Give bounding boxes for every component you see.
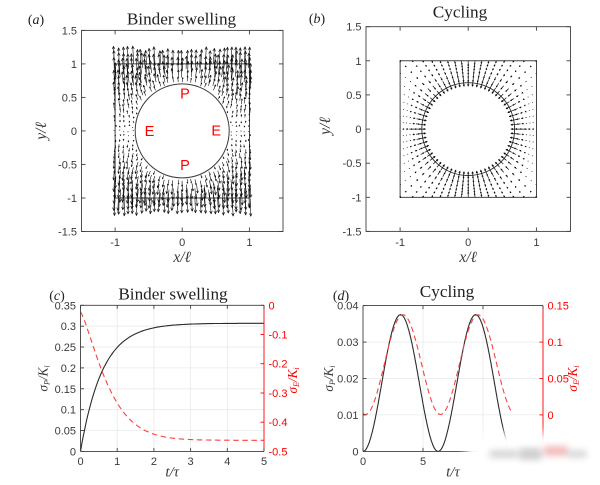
svg-text:σE/Ki: σE/Ki — [285, 367, 301, 393]
svg-text:0: 0 — [269, 300, 275, 312]
svg-text:1: 1 — [71, 59, 77, 71]
svg-text:1: 1 — [533, 237, 539, 249]
svg-text:0.35: 0.35 — [55, 300, 76, 312]
svg-text:P: P — [180, 158, 190, 174]
svg-text:-1: -1 — [352, 192, 362, 204]
svg-text:-1.5: -1.5 — [58, 227, 77, 239]
svg-text:σP/Ki: σP/Ki — [321, 365, 337, 391]
svg-text:P: P — [180, 87, 190, 103]
svg-text:E: E — [145, 124, 155, 140]
svg-text:0.1: 0.1 — [548, 337, 563, 349]
svg-text:-1: -1 — [110, 237, 120, 249]
svg-text:0: 0 — [465, 237, 471, 249]
svg-text:-0.2: -0.2 — [269, 359, 288, 371]
svg-text:-1: -1 — [67, 193, 77, 205]
svg-text:0.04: 0.04 — [337, 301, 358, 313]
svg-text:0.3: 0.3 — [61, 321, 76, 333]
svg-text:y/ℓ: y/ℓ — [317, 117, 334, 137]
svg-text:-0.3: -0.3 — [269, 388, 288, 400]
svg-text:(c): (c) — [49, 289, 65, 304]
svg-text:Binder swelling: Binder swelling — [127, 10, 237, 29]
svg-text:-0.5: -0.5 — [343, 158, 362, 170]
svg-text:0.1: 0.1 — [61, 405, 76, 417]
svg-text:0: 0 — [352, 446, 358, 458]
svg-text:0: 0 — [548, 410, 554, 422]
svg-text:1.5: 1.5 — [62, 25, 77, 37]
svg-text:0.25: 0.25 — [55, 342, 76, 354]
svg-text:σE/Ki: σE/Ki — [565, 365, 581, 391]
svg-text:2: 2 — [151, 456, 157, 468]
svg-text:(d): (d) — [333, 289, 350, 304]
svg-text:x/ℓ: x/ℓ — [458, 249, 477, 266]
svg-text:0.2: 0.2 — [61, 363, 76, 375]
svg-text:0.15: 0.15 — [548, 301, 569, 313]
svg-text:0.5: 0.5 — [346, 90, 361, 102]
svg-text:(a): (a) — [28, 13, 45, 28]
svg-text:0: 0 — [71, 126, 77, 138]
svg-text:-0.5: -0.5 — [269, 446, 288, 458]
svg-text:-0.4: -0.4 — [269, 417, 288, 429]
svg-text:0.05: 0.05 — [548, 374, 569, 386]
svg-text:0: 0 — [70, 446, 76, 458]
svg-text:3: 3 — [188, 456, 194, 468]
svg-text:0: 0 — [179, 237, 185, 249]
svg-text:0.01: 0.01 — [337, 410, 358, 422]
svg-text:5: 5 — [420, 456, 426, 468]
svg-text:x/ℓ: x/ℓ — [172, 249, 191, 266]
svg-text:0.5: 0.5 — [62, 92, 77, 104]
svg-text:(b): (b) — [309, 12, 326, 27]
svg-text:5: 5 — [261, 456, 267, 468]
svg-text:t/τ: t/τ — [446, 464, 460, 480]
svg-text:E: E — [211, 123, 221, 139]
svg-text:1: 1 — [246, 237, 252, 249]
svg-text:0: 0 — [360, 456, 366, 468]
svg-text:0: 0 — [355, 124, 361, 136]
svg-text:1.5: 1.5 — [346, 22, 361, 34]
svg-text:σP/Ki: σP/Ki — [36, 365, 52, 391]
svg-text:Cycling: Cycling — [420, 282, 475, 301]
svg-text:Cycling: Cycling — [433, 3, 488, 22]
svg-text:0: 0 — [77, 456, 83, 468]
svg-text:1: 1 — [114, 456, 120, 468]
svg-text:y/ℓ: y/ℓ — [33, 122, 50, 142]
svg-text:-1.5: -1.5 — [343, 226, 362, 238]
svg-text:0.02: 0.02 — [337, 374, 358, 386]
svg-text:4: 4 — [224, 456, 230, 468]
svg-text:Binder swelling: Binder swelling — [118, 285, 228, 304]
svg-text:1: 1 — [355, 56, 361, 68]
svg-text:-1: -1 — [395, 237, 405, 249]
svg-text:-0.5: -0.5 — [58, 160, 77, 172]
svg-text:0.03: 0.03 — [337, 337, 358, 349]
svg-text:-0.1: -0.1 — [269, 330, 288, 342]
svg-text:0.05: 0.05 — [55, 426, 76, 438]
svg-text:0.15: 0.15 — [55, 384, 76, 396]
svg-text:t/τ: t/τ — [165, 464, 179, 480]
